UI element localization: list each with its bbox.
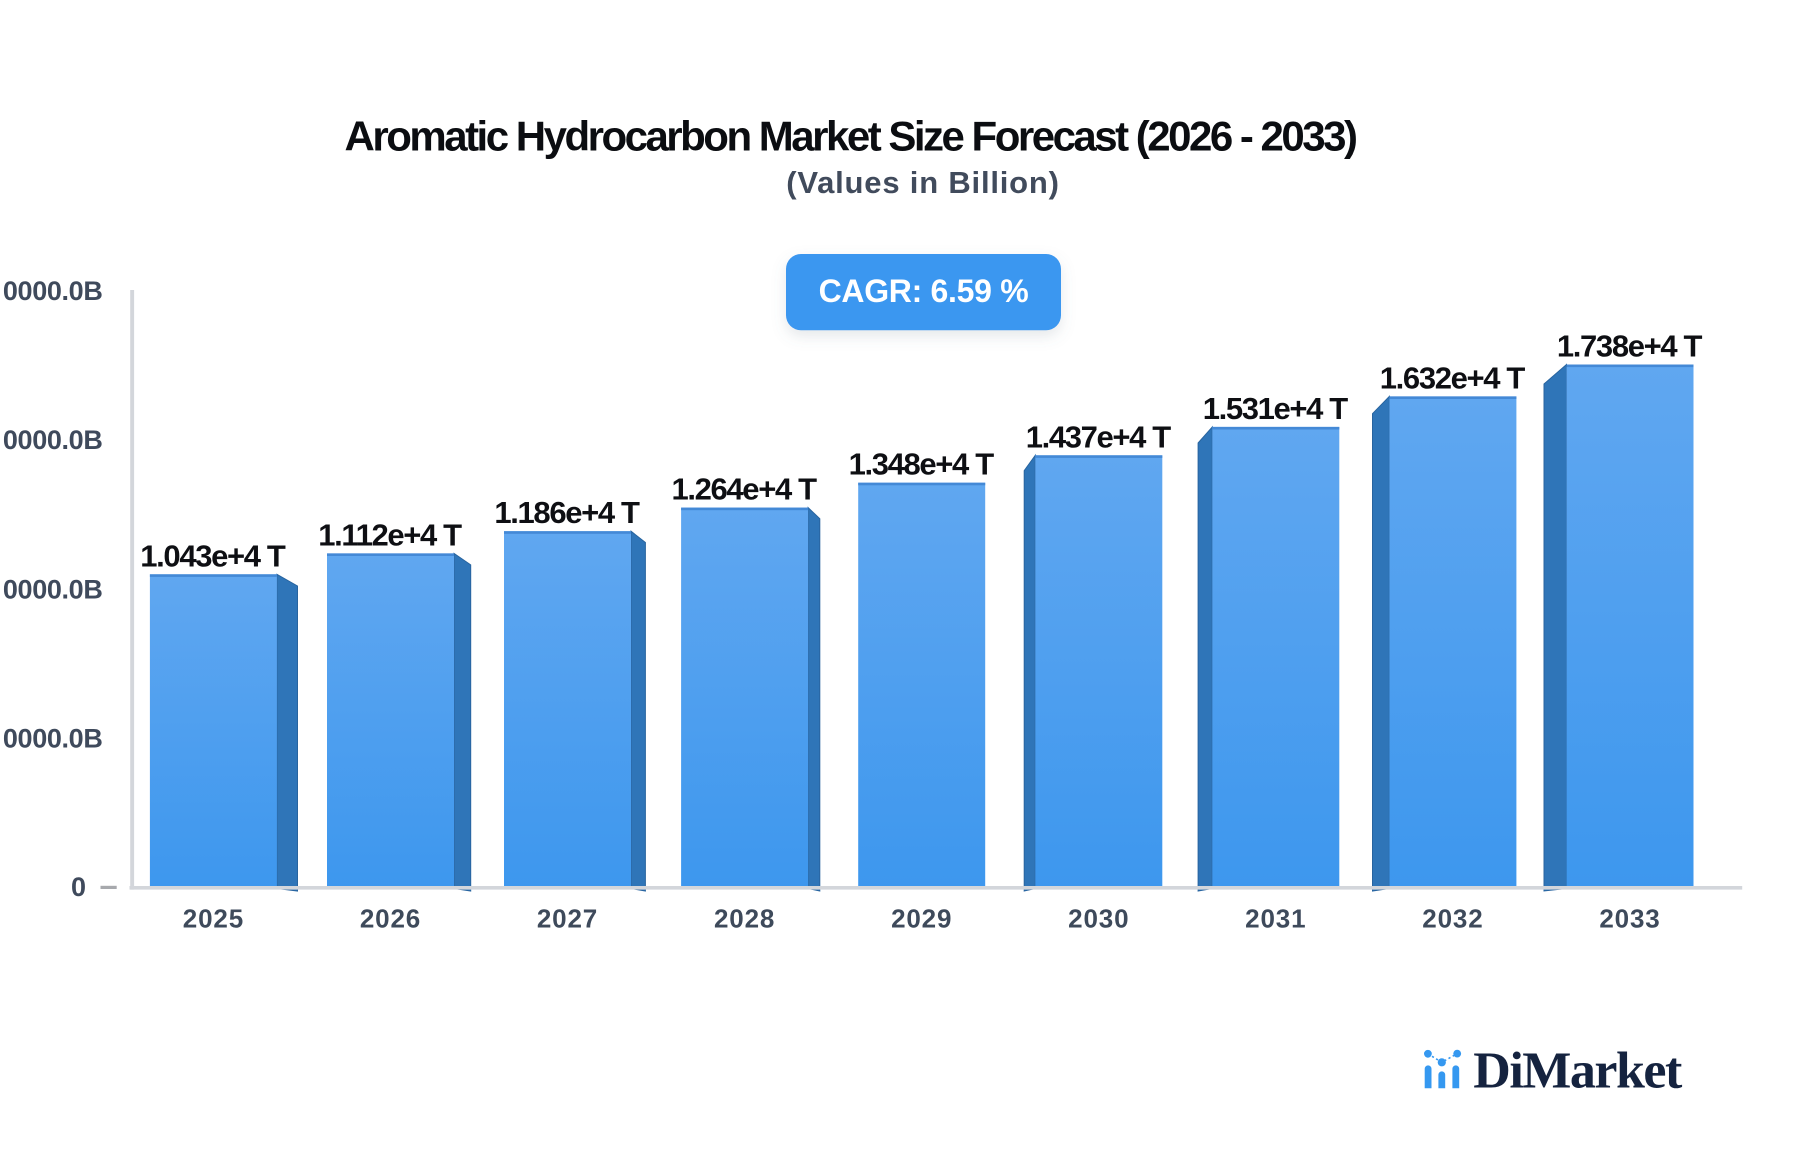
svg-text:2033: 2033 [1599, 904, 1660, 934]
svg-text:DiMarket: DiMarket [1473, 1043, 1683, 1100]
svg-text:2032: 2032 [1422, 904, 1483, 934]
svg-text:(Values in Billion): (Values in Billion) [786, 165, 1060, 200]
svg-text:0000.0B: 0000.0B [3, 724, 103, 754]
svg-text:0000.0B: 0000.0B [3, 276, 103, 306]
svg-text:2027: 2027 [537, 904, 598, 934]
svg-text:Aromatic Hydrocarbon Market Si: Aromatic Hydrocarbon Market Size Forecas… [345, 113, 1356, 160]
svg-text:1.043e+4 T: 1.043e+4 T [140, 538, 286, 573]
svg-text:1.348e+4 T: 1.348e+4 T [849, 447, 995, 482]
svg-text:2028: 2028 [714, 904, 775, 934]
svg-text:0: 0 [71, 872, 86, 902]
svg-text:0000.0B: 0000.0B [3, 574, 103, 604]
svg-text:2026: 2026 [360, 904, 421, 934]
svg-text:2029: 2029 [891, 904, 952, 934]
svg-text:2030: 2030 [1068, 904, 1129, 934]
svg-text:1.738e+4 T: 1.738e+4 T [1557, 329, 1703, 364]
svg-text:1.112e+4 T: 1.112e+4 T [318, 517, 462, 552]
svg-text:1.437e+4 T: 1.437e+4 T [1026, 419, 1172, 454]
svg-text:1.264e+4 T: 1.264e+4 T [671, 472, 817, 507]
svg-text:1.186e+4 T: 1.186e+4 T [494, 495, 640, 530]
svg-text:1.531e+4 T: 1.531e+4 T [1203, 391, 1349, 426]
svg-text:CAGR: 6.59 %: CAGR: 6.59 % [819, 273, 1029, 309]
svg-text:1.632e+4 T: 1.632e+4 T [1380, 360, 1526, 395]
svg-text:2031: 2031 [1245, 904, 1306, 934]
svg-text:2025: 2025 [183, 904, 244, 934]
svg-text:0000.0B: 0000.0B [3, 425, 103, 455]
